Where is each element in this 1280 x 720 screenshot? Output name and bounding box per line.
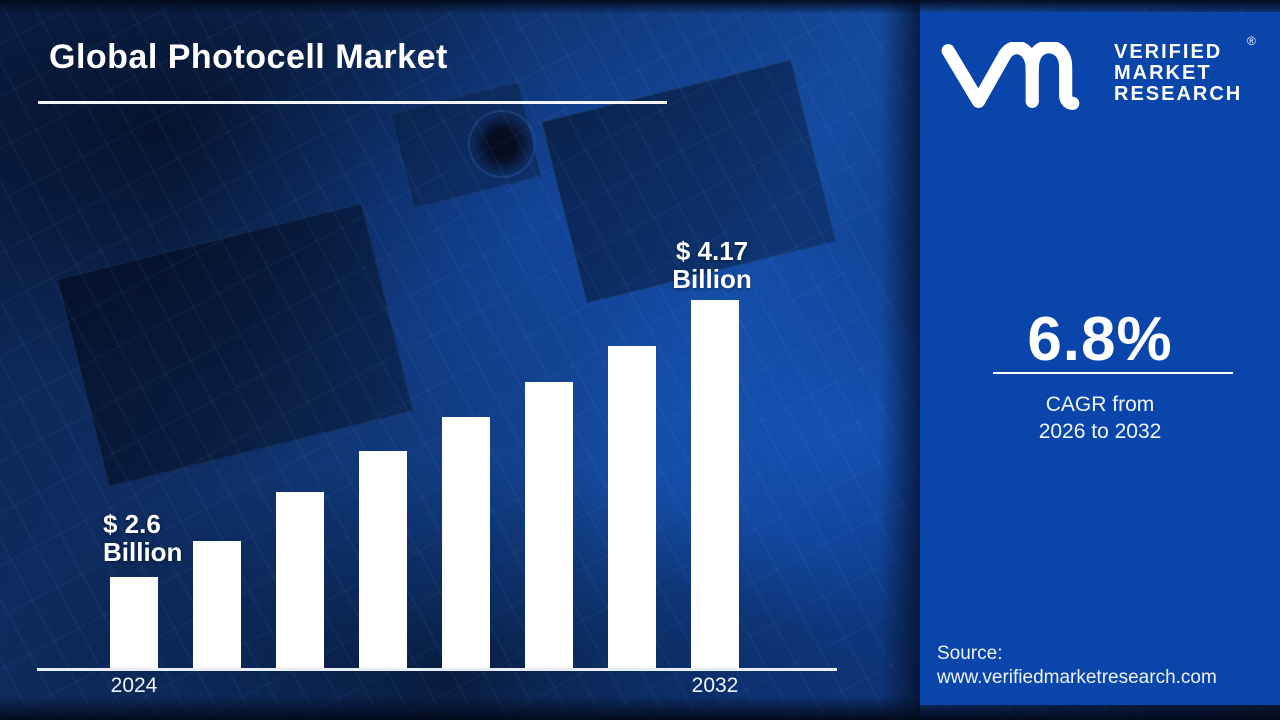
brand-name-line1: VERIFIED bbox=[1114, 41, 1223, 63]
cagr-caption-line1: CAGR from bbox=[1045, 393, 1155, 416]
market-bar-chart bbox=[37, 227, 837, 671]
vmr-logo-monogram-icon bbox=[941, 42, 1080, 110]
cagr-caption-line2: 2026 to 2032 bbox=[1038, 420, 1162, 443]
cagr-divider bbox=[993, 372, 1233, 374]
photo-right-shadow bbox=[880, 0, 920, 720]
registered-trademark: ® bbox=[1247, 34, 1256, 48]
brand-name: VERIFIED MARKET RESEARCH bbox=[1114, 42, 1242, 105]
brand-panel: VERIFIED MARKET RESEARCH ® 6.8% CAGR fro… bbox=[920, 12, 1280, 705]
source-url: www.verifiedmarketresearch.com bbox=[937, 667, 1217, 688]
end-value-line2: Billion bbox=[672, 264, 752, 294]
page-title: Global Photocell Market bbox=[49, 38, 448, 76]
cagr-value: 6.8% bbox=[1027, 305, 1173, 374]
start-value-line1: $ 2.6 bbox=[103, 509, 161, 539]
source-label: Source: bbox=[937, 643, 1003, 664]
x-tick-2024: 2024 bbox=[110, 674, 158, 697]
chart-bar bbox=[608, 346, 656, 668]
source-block: Source: www.verifiedmarketresearch.com bbox=[937, 642, 1217, 690]
top-dark-edge bbox=[0, 0, 1280, 14]
chart-bar bbox=[691, 300, 739, 668]
chart-bar bbox=[276, 492, 324, 668]
start-value-line2: Billion bbox=[103, 537, 183, 567]
x-axis-line bbox=[37, 668, 837, 671]
x-tick-2032: 2032 bbox=[691, 674, 739, 697]
chart-bar bbox=[193, 541, 241, 668]
chart-bar bbox=[359, 451, 407, 668]
camera-lens-shape bbox=[468, 110, 536, 178]
brand-name-line2: MARKET bbox=[1114, 62, 1212, 84]
cagr-caption: CAGR from 2026 to 2032 bbox=[920, 391, 1280, 445]
title-underline bbox=[38, 101, 667, 104]
end-value-line1: $ 4.17 bbox=[675, 236, 749, 266]
end-value-annotation: $ 4.17 Billion bbox=[642, 237, 782, 293]
chart-bar bbox=[110, 577, 158, 668]
start-value-annotation: $ 2.6 Billion bbox=[103, 510, 182, 566]
chart-bar bbox=[525, 382, 573, 668]
chart-bar bbox=[442, 417, 490, 668]
brand-name-line3: RESEARCH bbox=[1114, 83, 1243, 105]
